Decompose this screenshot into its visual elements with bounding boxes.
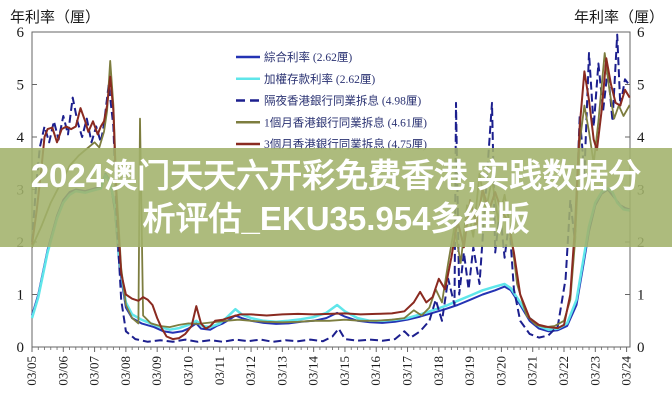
- y-tick-label-right: 6: [637, 25, 645, 41]
- x-tick-label: 03/11: [212, 356, 227, 385]
- x-tick-label: 03/21: [525, 356, 540, 386]
- x-tick-label: 03/12: [243, 356, 258, 386]
- banner-text-line1: 2024澳门天天六开彩免费香港,实践数据分: [30, 157, 642, 195]
- legend-label-0: 綜合利率 (2.62厘): [264, 50, 352, 64]
- y-axis-title-right: 年利率（厘）: [573, 10, 664, 26]
- x-tick-label: 03/06: [55, 356, 70, 386]
- x-tick-label: 03/09: [149, 356, 164, 386]
- x-tick-label: 03/16: [368, 356, 383, 386]
- x-tick-label: 03/15: [337, 356, 352, 386]
- y-tick-label-right: 4: [637, 130, 645, 146]
- legend-item-1: 加權存款利率 (2.62厘): [236, 72, 375, 86]
- x-tick-label: 03/17: [400, 356, 415, 386]
- overlay-ad-banner: 2024澳门天天六开彩免费香港,实践数据分 析评估_EKU35.954多维版: [0, 148, 672, 247]
- x-tick-label: 03/20: [493, 356, 508, 386]
- x-tick-label: 03/22: [556, 356, 571, 386]
- x-axis-ticks: 03/05 03/06 03/07 03/08 03/09 03/10 03/11 03/12…: [24, 347, 634, 386]
- x-tick-label: 03/24: [619, 356, 634, 386]
- y-tick-label-left: 5: [17, 78, 25, 94]
- x-tick-label: 03/08: [118, 356, 133, 386]
- legend-label-2: 隔夜香港銀行同業拆息 (4.98厘): [264, 94, 421, 108]
- legend-item-0: 綜合利率 (2.62厘): [236, 50, 352, 64]
- x-tick-label: 03/07: [87, 356, 102, 386]
- legend-item-4: 3個月香港銀行同業拆息 (4.75厘): [236, 137, 427, 151]
- x-tick-label: 03/19: [462, 356, 477, 386]
- legend-item-2: 隔夜香港銀行同業拆息 (4.98厘): [236, 94, 421, 108]
- series-line-4: [31, 57, 631, 341]
- y-tick-label-left: 6: [17, 25, 25, 41]
- y-tick-label-right: 1: [637, 288, 645, 304]
- x-tick-label: 03/05: [24, 356, 39, 386]
- y-axis-title-left: 年利率（厘）: [10, 10, 101, 26]
- x-tick-label: 03/13: [274, 356, 289, 386]
- legend-label-4: 3個月香港銀行同業拆息 (4.75厘): [264, 137, 427, 151]
- legend-item-3: 1個月香港銀行同業拆息 (4.61厘): [236, 115, 427, 129]
- legend-label-1: 加權存款利率 (2.62厘): [264, 72, 375, 86]
- series-line-2: [31, 33, 631, 343]
- y-tick-label-left: 0: [17, 340, 25, 356]
- x-tick-label: 03/18: [431, 356, 446, 386]
- legend-label-3: 1個月香港銀行同業拆息 (4.61厘): [264, 115, 427, 129]
- banner-text-line2: 析评估_EKU35.954多维版: [142, 199, 530, 237]
- y-tick-label-right: 0: [637, 340, 645, 356]
- x-tick-label: 03/14: [306, 356, 321, 386]
- x-tick-label: 03/23: [587, 356, 602, 386]
- chart-legend: 綜合利率 (2.62厘) 加權存款利率 (2.62厘) 隔夜香港銀行同業拆息 (4.…: [236, 50, 427, 151]
- y-tick-label-right: 5: [637, 78, 645, 94]
- y-tick-label-left: 4: [17, 130, 25, 146]
- x-tick-label: 03/10: [180, 356, 195, 386]
- y-tick-label-left: 1: [17, 288, 25, 304]
